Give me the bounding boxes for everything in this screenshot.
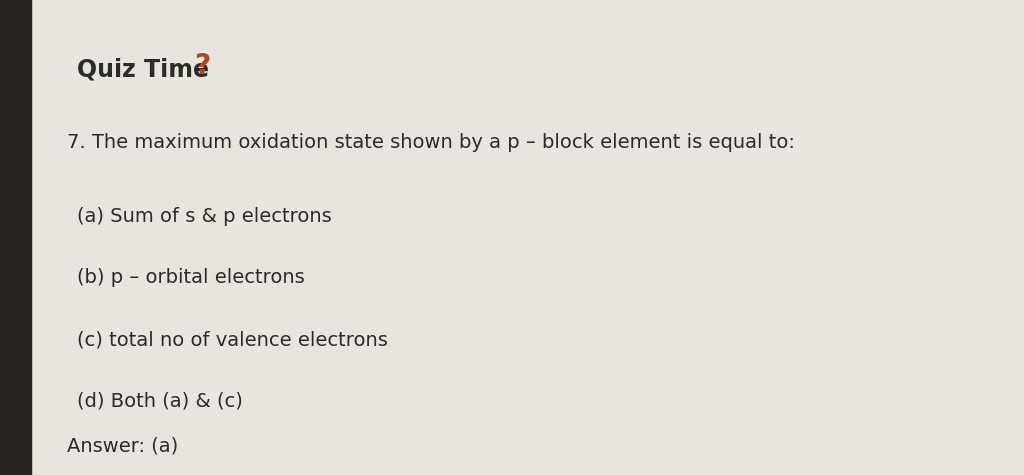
- Text: 7. The maximum oxidation state shown by a p – block element is equal to:: 7. The maximum oxidation state shown by …: [67, 133, 795, 152]
- Text: (b) p – orbital electrons: (b) p – orbital electrons: [77, 268, 304, 287]
- Text: Quiz Time: Quiz Time: [77, 57, 209, 81]
- Text: (a) Sum of s & p electrons: (a) Sum of s & p electrons: [77, 207, 332, 226]
- Text: (c) total no of valence electrons: (c) total no of valence electrons: [77, 330, 388, 349]
- Bar: [0, 0, 31, 475]
- Text: Answer: (a): Answer: (a): [67, 437, 178, 456]
- Text: (d) Both (a) & (c): (d) Both (a) & (c): [77, 392, 243, 411]
- Text: ?: ?: [195, 52, 211, 80]
